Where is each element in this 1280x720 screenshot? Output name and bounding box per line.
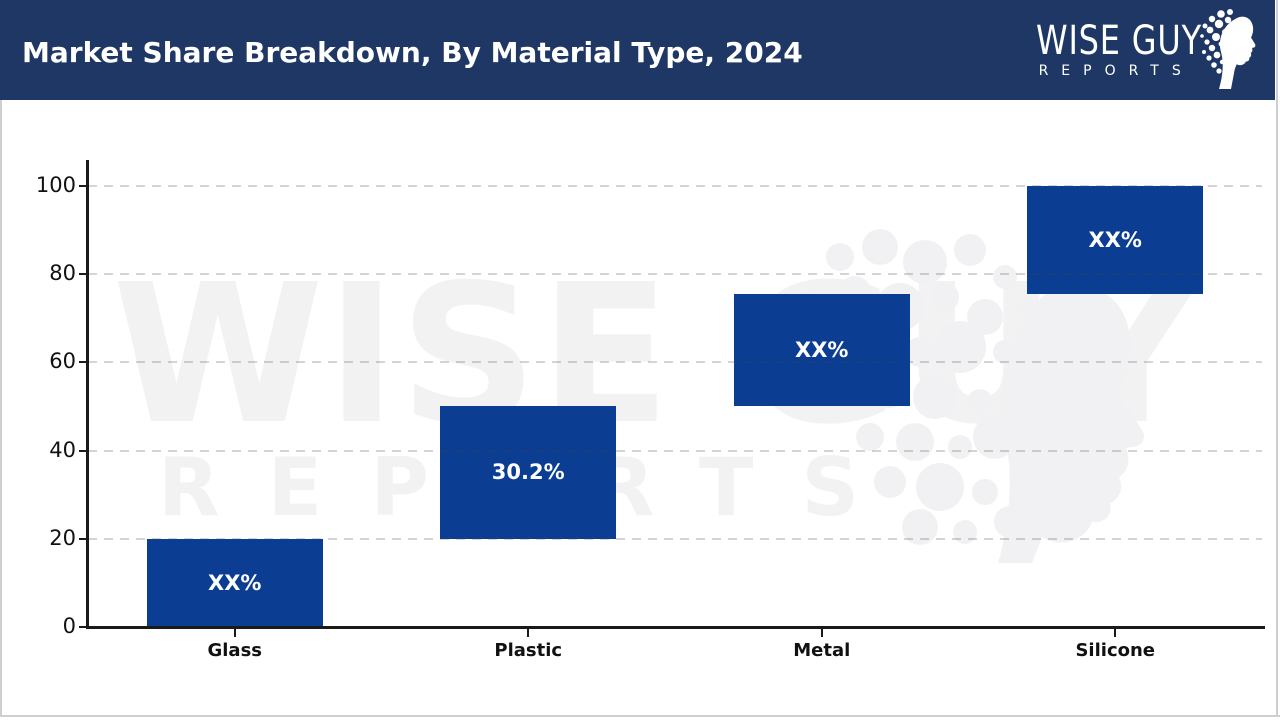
bar-text: XX%	[795, 337, 849, 362]
bar: 30.2%	[440, 405, 617, 539]
x-axis-line	[86, 626, 1265, 629]
bar-text: XX%	[1088, 228, 1142, 253]
y-tick-mark	[79, 449, 88, 452]
border-right	[1276, 0, 1278, 717]
y-tick-mark	[79, 626, 88, 628]
page-title: Market Share Breakdown, By Material Type…	[22, 36, 803, 69]
y-tick-mark	[79, 361, 88, 364]
border-left	[0, 100, 2, 717]
bar-text: 30.2%	[491, 460, 565, 485]
logo-text: WISE GUY REPORTS	[1036, 19, 1243, 79]
x-tick-mark	[1114, 629, 1117, 637]
wiseguy-head-icon	[1200, 9, 1256, 89]
x-tick-mark	[527, 629, 530, 637]
gridline	[88, 361, 1262, 364]
logo-wordmark: WISE GUY	[1035, 18, 1202, 64]
logo-subtitle: REPORTS	[1038, 63, 1194, 79]
x-tick-label: Glass	[207, 640, 263, 661]
bar: XX%	[146, 538, 323, 627]
wiseguy-logo: WISE GUY REPORTS	[1036, 8, 1261, 90]
border-bottom	[0, 715, 1280, 717]
y-tick-mark	[79, 273, 88, 276]
x-tick-mark	[233, 629, 236, 637]
bar-text: XX%	[208, 570, 262, 595]
bar: XX%	[1027, 186, 1204, 295]
x-tick-mark	[820, 629, 823, 637]
gridline	[88, 537, 1262, 540]
y-tick-label: 40	[49, 437, 76, 462]
gridline	[88, 449, 1262, 452]
y-tick-label: 80	[49, 261, 76, 286]
y-tick-label: 20	[49, 525, 76, 550]
y-tick-label: 100	[35, 173, 76, 197]
y-tick-label: 0	[62, 614, 76, 638]
y-tick-mark	[79, 185, 88, 187]
y-tick-label: 60	[49, 349, 76, 374]
x-tick-label: Metal	[793, 640, 851, 661]
x-tick-label: Plastic	[494, 640, 563, 661]
y-axis-line	[86, 160, 89, 629]
header-bar: Market Share Breakdown, By Material Type…	[0, 0, 1275, 100]
bar: XX%	[733, 294, 910, 406]
x-tick-label: Silicone	[1075, 640, 1156, 661]
gridline	[88, 273, 1262, 276]
gridline	[88, 185, 1262, 187]
y-tick-mark	[79, 537, 88, 540]
